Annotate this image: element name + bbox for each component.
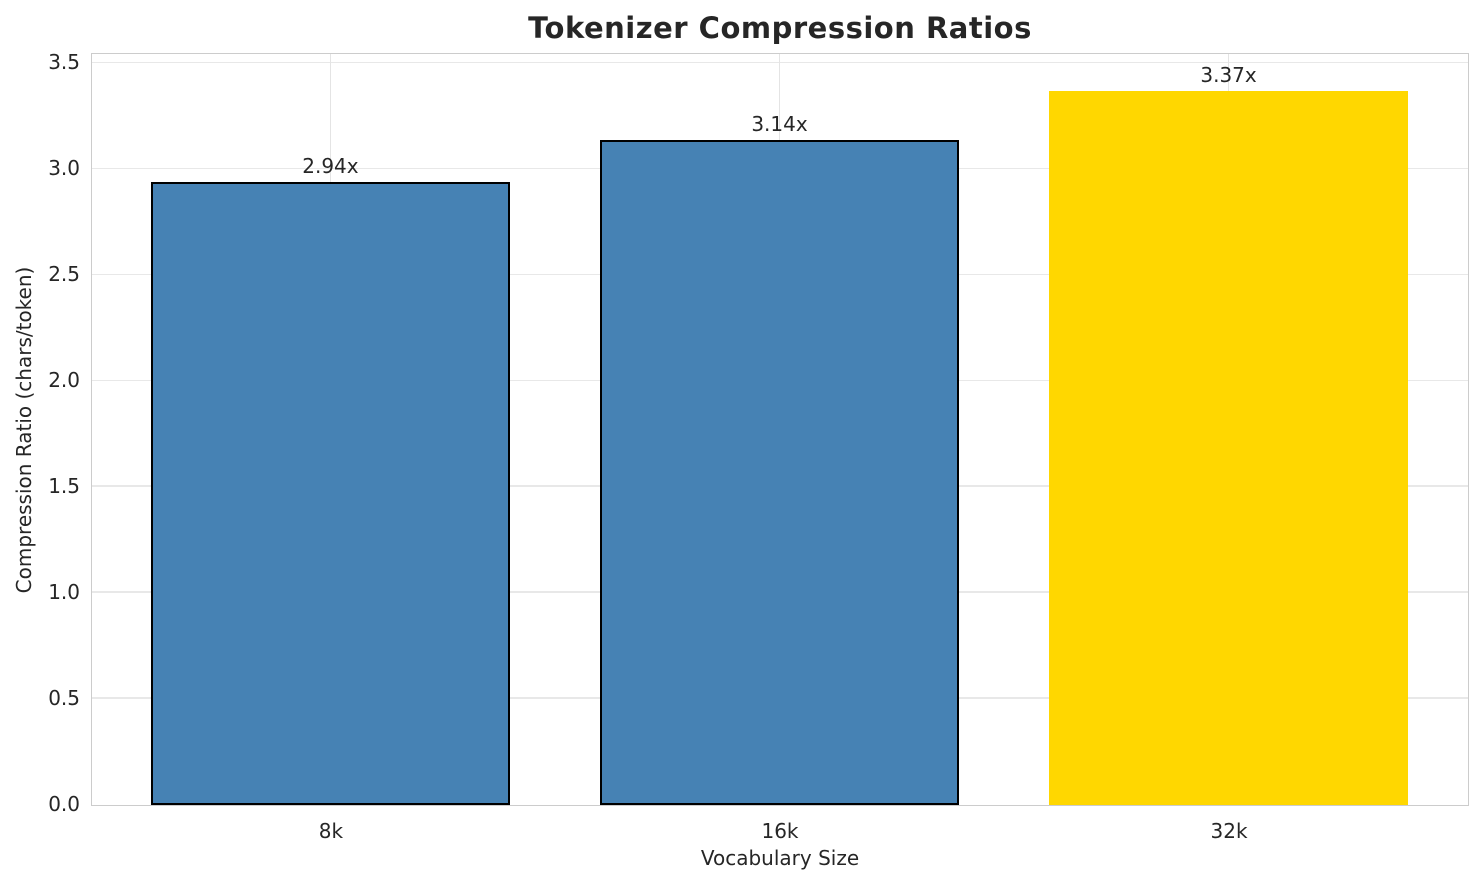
bar-value-label: 3.37x — [1200, 63, 1257, 88]
y-axis-label: Compression Ratio (chars/token) — [12, 266, 36, 594]
y-tick-label: 1.5 — [48, 474, 80, 499]
x-tick-label: 16k — [761, 819, 799, 843]
bar-value-label: 2.94x — [302, 154, 359, 179]
x-axis-label: Vocabulary Size — [700, 846, 860, 870]
x-tick-label: 8k — [318, 819, 344, 843]
bar-value-label: 3.14x — [751, 111, 808, 136]
y-tick-label: 0.5 — [48, 686, 80, 711]
y-tick-label: 3.5 — [48, 50, 80, 75]
y-tick-label: 2.0 — [48, 368, 80, 393]
plot-area: 2.94x 3.14x 3.37x — [91, 53, 1469, 806]
y-tick-label: 1.0 — [48, 580, 80, 605]
y-tick-label: 3.0 — [48, 156, 80, 181]
bar-8k — [150, 182, 511, 805]
bar-32k — [1048, 91, 1409, 805]
bar-16k — [599, 139, 960, 805]
chart-title: Tokenizer Compression Ratios — [528, 11, 1032, 45]
y-tick-label: 2.5 — [48, 262, 80, 287]
x-tick-label: 32k — [1210, 819, 1248, 843]
y-tick-label: 0.0 — [48, 792, 80, 816]
